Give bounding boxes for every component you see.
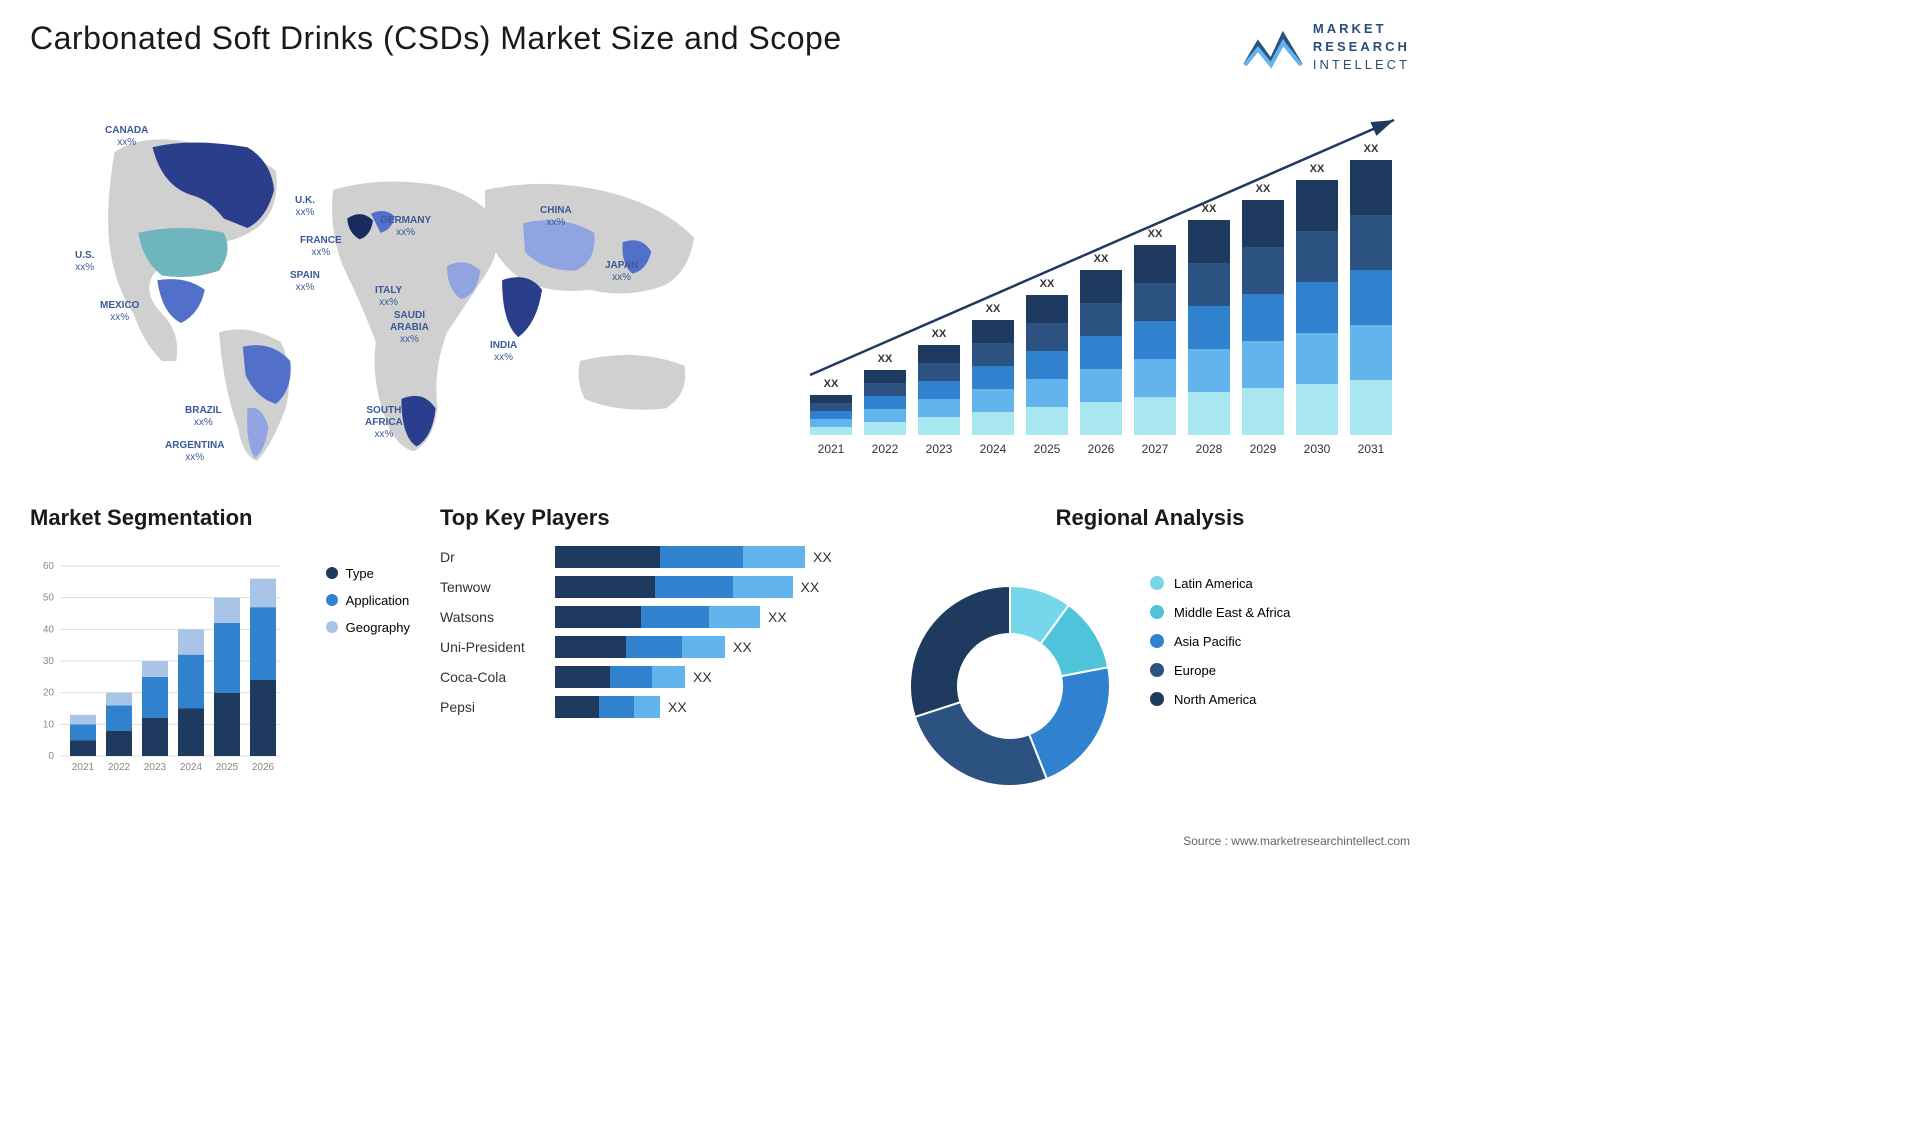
segmentation-legend: Type Application Geography [326, 566, 410, 647]
svg-text:10: 10 [43, 719, 55, 730]
svg-text:2026: 2026 [252, 762, 275, 773]
svg-text:2025: 2025 [216, 762, 239, 773]
key-players-title: Top Key Players [440, 505, 860, 531]
svg-text:2023: 2023 [926, 442, 953, 456]
regional-title: Regional Analysis [890, 505, 1410, 531]
regional-donut [890, 566, 1130, 806]
svg-text:XX: XX [1256, 183, 1271, 195]
svg-text:2021: 2021 [818, 442, 845, 456]
svg-text:XX: XX [932, 328, 947, 340]
legend-item: Middle East & Africa [1150, 605, 1290, 620]
logo: MARKET RESEARCH INTELLECT [1243, 20, 1410, 75]
svg-text:XX: XX [824, 378, 839, 390]
svg-text:2023: 2023 [144, 762, 167, 773]
key-player-row: PepsiXX [440, 696, 860, 718]
legend-item: Asia Pacific [1150, 634, 1290, 649]
svg-text:2029: 2029 [1250, 442, 1277, 456]
donut-svg [890, 566, 1130, 806]
map-label: SPAINxx% [290, 270, 320, 294]
map-label: GERMANYxx% [380, 215, 431, 239]
legend-item: North America [1150, 692, 1290, 707]
svg-text:XX: XX [986, 303, 1001, 315]
svg-text:2031: 2031 [1358, 442, 1385, 456]
svg-text:XX: XX [878, 353, 893, 365]
map-label: ITALYxx% [375, 285, 402, 309]
map-label: BRAZILxx% [185, 405, 222, 429]
top-section: CANADAxx% U.S.xx% MEXICOxx% BRAZILxx% ARGENT… [30, 95, 1410, 475]
map-label: JAPANxx% [605, 260, 638, 284]
map-label: ARGENTINAxx% [165, 440, 224, 464]
page-title: Carbonated Soft Drinks (CSDs) Market Siz… [30, 20, 842, 57]
key-player-row: TenwowXX [440, 576, 860, 598]
seg-svg: 0 10 20 30 40 50 60 2021 2022 2023 2024 2025 2026 [30, 546, 290, 776]
size-chart-svg: XX 2021 XX 2022 XX 2023 XX 2024 XX 2025 XX 2026 XX 20… [790, 95, 1410, 475]
svg-text:0: 0 [48, 751, 54, 762]
logo-text: MARKET RESEARCH INTELLECT [1313, 20, 1410, 75]
map-label: CHINAxx% [540, 205, 572, 229]
legend-item: Europe [1150, 663, 1290, 678]
regional-panel: Regional Analysis Latin America Middle Ea… [890, 505, 1410, 806]
svg-text:30: 30 [43, 656, 55, 667]
market-size-chart: XX 2021 XX 2022 XX 2023 XX 2024 XX 2025 XX 2026 XX 20… [790, 95, 1410, 475]
bottom-section: Market Segmentation 0 10 20 30 40 50 60 2021 202… [30, 505, 1410, 806]
svg-text:20: 20 [43, 687, 55, 698]
segmentation-panel: Market Segmentation 0 10 20 30 40 50 60 2021 202… [30, 505, 410, 806]
map-label: INDIAxx% [490, 340, 517, 364]
svg-text:2030: 2030 [1304, 442, 1331, 456]
key-players-list: DrXX TenwowXX WatsonsXX Uni-PresidentXX Coca… [440, 546, 860, 718]
map-label: SOUTHAFRICAxx% [365, 405, 403, 441]
svg-text:50: 50 [43, 592, 55, 603]
svg-text:XX: XX [1040, 278, 1055, 290]
source-text: Source : www.marketresearchintellect.com [1183, 834, 1410, 848]
map-india [502, 277, 542, 337]
svg-text:2022: 2022 [872, 442, 899, 456]
logo-icon [1243, 25, 1303, 69]
svg-text:2022: 2022 [108, 762, 131, 773]
key-players-panel: Top Key Players DrXX TenwowXX WatsonsXX Uni… [440, 505, 860, 806]
segmentation-title: Market Segmentation [30, 505, 410, 531]
svg-text:2021: 2021 [72, 762, 95, 773]
world-map: CANADAxx% U.S.xx% MEXICOxx% BRAZILxx% ARGENT… [30, 95, 750, 475]
header: Carbonated Soft Drinks (CSDs) Market Siz… [30, 20, 1410, 75]
key-player-row: WatsonsXX [440, 606, 860, 628]
map-label: CANADAxx% [105, 125, 148, 149]
svg-text:2028: 2028 [1196, 442, 1223, 456]
map-label: FRANCExx% [300, 235, 342, 259]
map-aus [578, 354, 685, 409]
svg-text:40: 40 [43, 624, 55, 635]
key-player-row: Uni-PresidentXX [440, 636, 860, 658]
svg-text:2025: 2025 [1034, 442, 1061, 456]
legend-item: Type [326, 566, 410, 581]
svg-text:XX: XX [1310, 163, 1325, 175]
regional-legend: Latin America Middle East & Africa Asia Pa… [1150, 566, 1290, 806]
svg-text:XX: XX [1202, 203, 1217, 215]
legend-item: Geography [326, 620, 410, 635]
segmentation-chart: 0 10 20 30 40 50 60 2021 2022 2023 2024 2025 2026 Ty… [30, 546, 410, 776]
svg-text:XX: XX [1094, 253, 1109, 265]
map-label: MEXICOxx% [100, 300, 139, 324]
map-label: U.S.xx% [75, 250, 94, 274]
map-label: U.K.xx% [295, 195, 315, 219]
map-label: SAUDIARABIAxx% [390, 310, 429, 346]
svg-text:2026: 2026 [1088, 442, 1115, 456]
legend-item: Latin America [1150, 576, 1290, 591]
svg-text:2027: 2027 [1142, 442, 1169, 456]
key-player-row: Coca-ColaXX [440, 666, 860, 688]
svg-text:60: 60 [43, 561, 55, 572]
key-player-row: DrXX [440, 546, 860, 568]
svg-text:2024: 2024 [180, 762, 203, 773]
svg-text:XX: XX [1364, 143, 1379, 155]
svg-text:XX: XX [1148, 228, 1163, 240]
legend-item: Application [326, 593, 410, 608]
svg-text:2024: 2024 [980, 442, 1007, 456]
